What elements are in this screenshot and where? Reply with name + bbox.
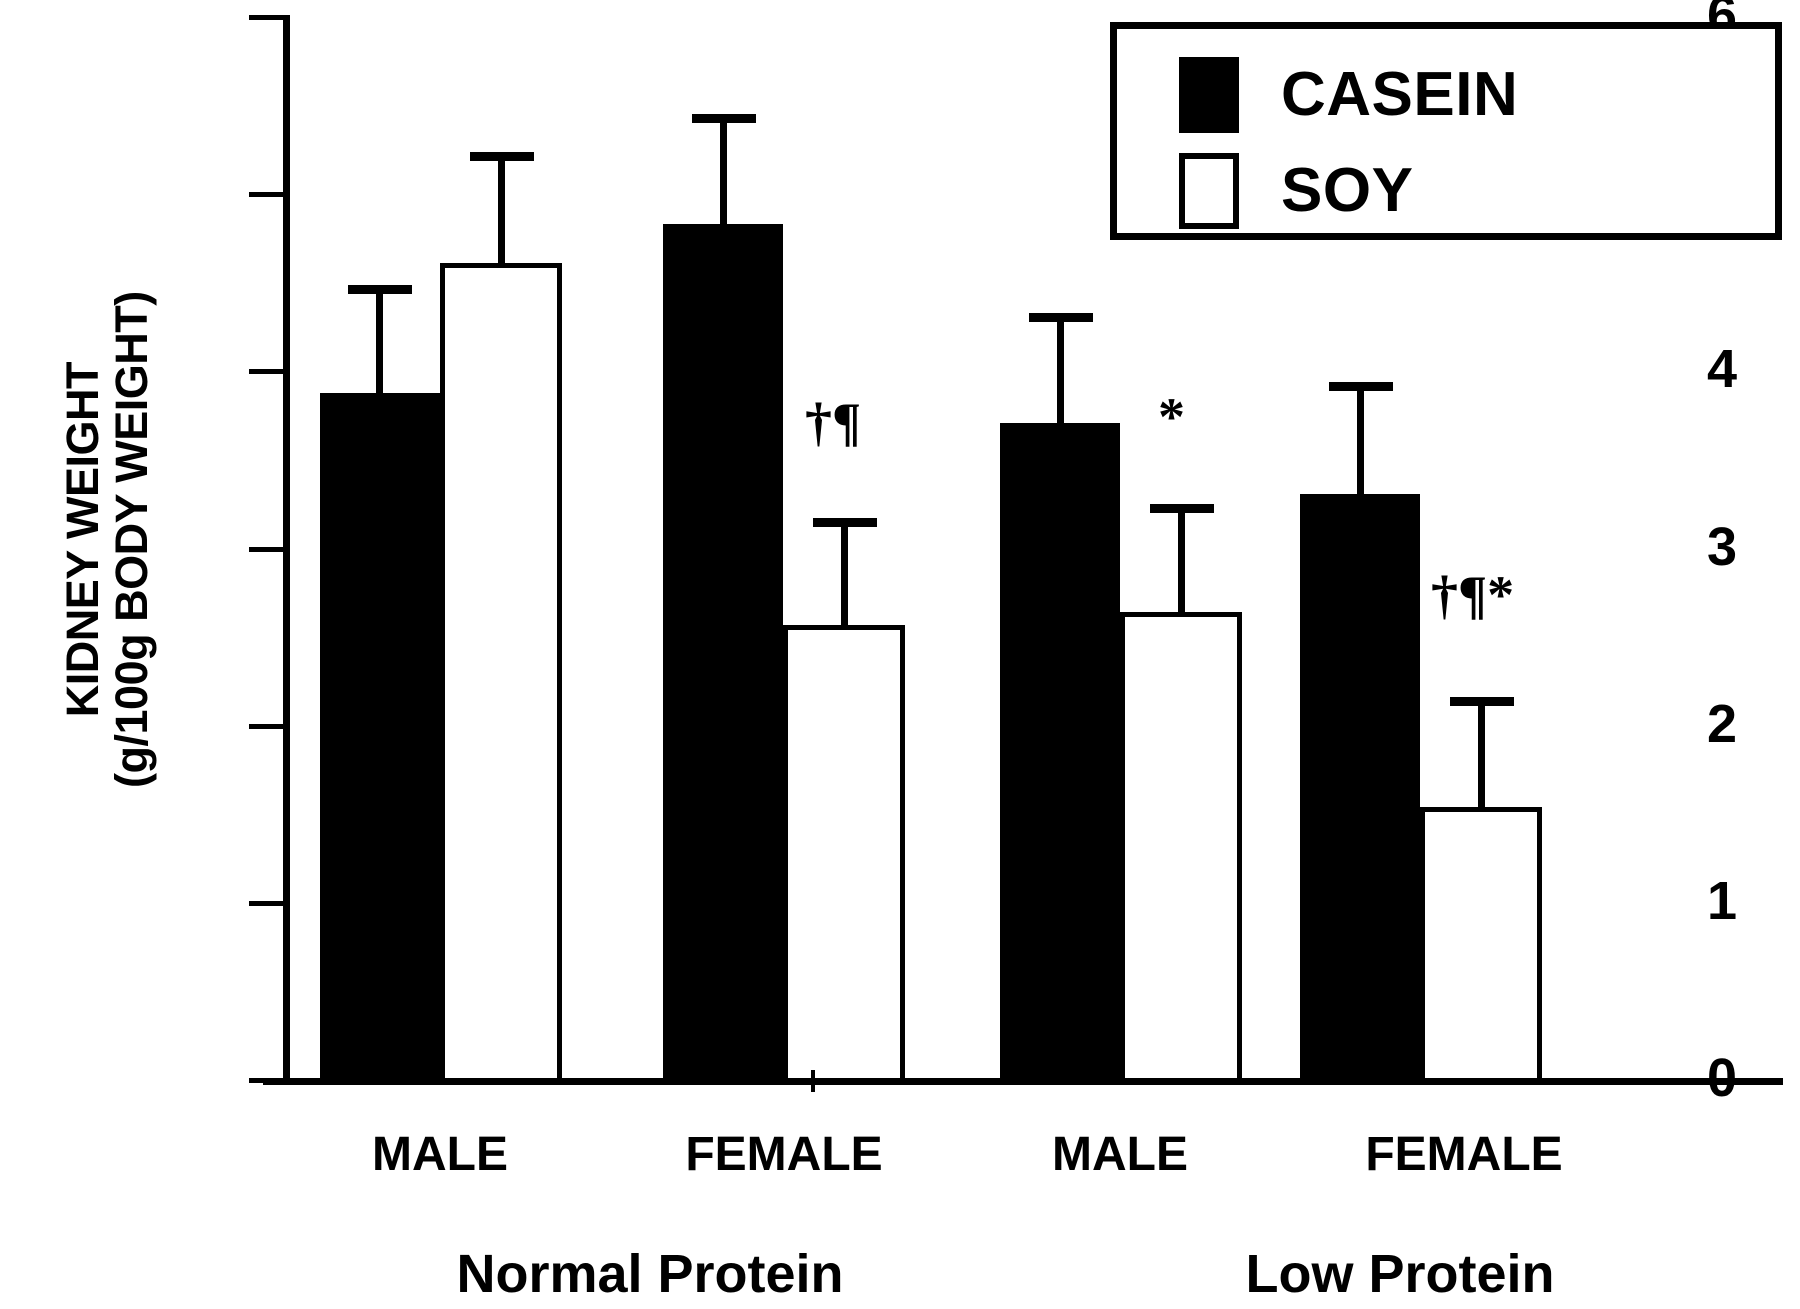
x-tick-label-lp-female: FEMALE	[1365, 1128, 1563, 1181]
y-axis-line	[283, 15, 290, 1078]
x-axis-line	[263, 1078, 1783, 1085]
bar-lp-female-casein	[1300, 494, 1420, 1078]
x-tick-label-lp-male: MALE	[1052, 1128, 1188, 1181]
errorbar-cap-np-female-casein	[692, 114, 756, 123]
y-tick-6	[249, 15, 283, 20]
bar-np-female-soy	[783, 625, 905, 1078]
errorbar-cap-lp-male-soy	[1150, 504, 1214, 513]
errorbar-np-female-soy	[841, 518, 848, 630]
errorbar-cap-np-female-soy	[813, 518, 877, 527]
legend-item-soy: SOY	[1179, 153, 1413, 229]
y-tick-5	[249, 192, 283, 197]
bar-lp-male-casein	[1000, 423, 1120, 1078]
bar-np-male-soy	[440, 263, 562, 1078]
y-axis-title: KIDNEY WEIGHT (g/100g BODY WEIGHT)	[0, 0, 215, 1080]
bar-np-male-casein	[320, 393, 440, 1078]
errorbar-cap-np-male-soy	[470, 152, 534, 161]
bar-lp-male-soy	[1120, 612, 1242, 1078]
y-axis-title-line1: KIDNEY WEIGHT	[56, 362, 108, 718]
y-tick-label-2: 2	[1706, 694, 1737, 754]
bar-lp-female-soy	[1420, 807, 1542, 1078]
errorbar-np-male-soy	[498, 152, 505, 267]
y-tick-4	[249, 369, 283, 374]
significance-np-female-soy: †¶	[805, 392, 862, 452]
x-tick-label-np-male: MALE	[372, 1128, 508, 1181]
errorbar-lp-male-soy	[1178, 504, 1185, 614]
significance-lp-female-soy: †¶*	[1431, 565, 1515, 625]
errorbar-cap-lp-female-casein	[1329, 382, 1393, 391]
legend-swatch-soy-icon	[1179, 153, 1239, 229]
x-group-label-low-protein: Low Protein	[1245, 1244, 1555, 1304]
y-tick-label-4: 4	[1706, 339, 1737, 399]
y-tick-1	[249, 901, 283, 906]
legend-label-casein: CASEIN	[1281, 60, 1519, 129]
x-tick-label-np-female: FEMALE	[685, 1128, 883, 1181]
errorbar-lp-male-casein	[1057, 313, 1064, 425]
significance-lp-male-soy: *	[1158, 387, 1185, 447]
x-group-label-normal-protein: Normal Protein	[456, 1244, 844, 1304]
errorbar-cap-np-male-casein	[348, 285, 412, 294]
errorbar-cap-lp-female-soy	[1450, 697, 1514, 706]
y-tick-label-0: 0	[1706, 1048, 1737, 1108]
y-tick-2	[249, 724, 283, 729]
legend-swatch-casein-icon	[1179, 57, 1239, 133]
y-tick-0	[249, 1078, 283, 1083]
y-tick-label-1: 1	[1706, 871, 1737, 931]
bar-np-female-casein	[663, 224, 783, 1078]
y-tick-label-3: 3	[1706, 517, 1737, 577]
legend-label-soy: SOY	[1281, 156, 1414, 225]
errorbar-lp-female-casein	[1357, 382, 1364, 497]
y-axis-title-line2: (g/100g BODY WEIGHT)	[105, 291, 157, 789]
plot-area: 6 5 4 3 2 1 0 †¶	[249, 0, 1783, 1105]
y-tick-3	[249, 547, 283, 552]
errorbar-np-female-casein	[720, 114, 727, 229]
errorbar-np-male-casein	[376, 285, 383, 395]
legend-item-casein: CASEIN	[1179, 57, 1518, 133]
x-axis-center-tick	[811, 1070, 815, 1092]
errorbar-cap-lp-male-casein	[1029, 313, 1093, 322]
chart-legend: CASEIN SOY	[1110, 22, 1782, 240]
errorbar-lp-female-soy	[1478, 697, 1485, 809]
